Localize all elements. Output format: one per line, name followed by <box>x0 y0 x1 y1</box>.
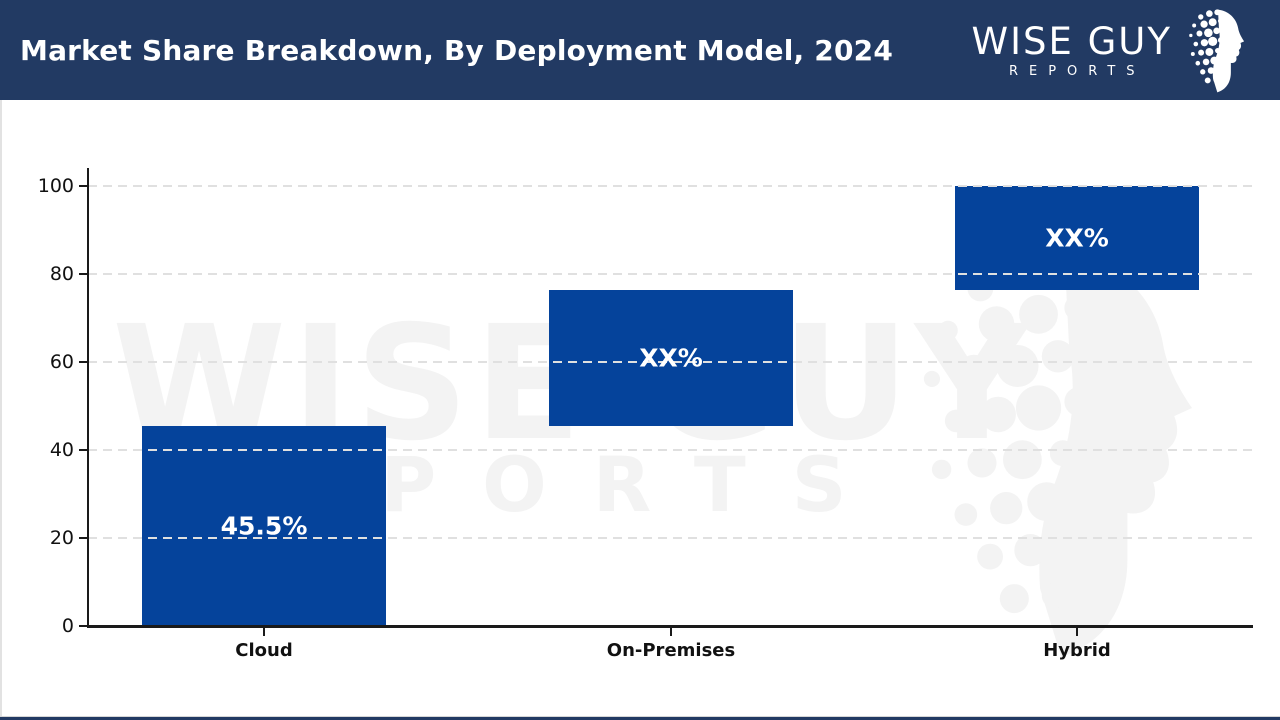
logo-head-icon <box>1189 9 1245 93</box>
bar-on-premises <box>549 289 793 426</box>
footer-strip <box>0 717 1280 720</box>
y-tick-label: 40 <box>49 439 74 461</box>
y-tick <box>79 185 88 187</box>
x-tick <box>263 627 265 636</box>
logo-subtitle: REPORTS <box>1008 63 1146 79</box>
y-tick <box>79 449 88 451</box>
y-tick-label: 80 <box>49 263 74 285</box>
x-tick <box>1076 627 1078 636</box>
footer-hairline <box>0 716 1280 717</box>
y-tick-label: 100 <box>37 175 74 197</box>
y-tick-label: 0 <box>61 615 74 637</box>
x-axis-line <box>87 625 1253 628</box>
y-tick <box>79 625 88 627</box>
y-axis-line <box>87 168 89 628</box>
gridline-20 <box>88 537 1253 539</box>
gridline-100 <box>88 185 1253 187</box>
logo-text: WISE GUY REPORTS <box>972 23 1172 78</box>
chart-title: Market Share Breakdown, By Deployment Mo… <box>20 33 894 67</box>
wise-guy-reports-logo: WISE GUY REPORTS <box>972 7 1260 93</box>
y-tick <box>79 273 88 275</box>
y-tick <box>79 361 88 363</box>
chart-area: WISE GUY REPORTS 45.5% XX% <box>0 100 1280 714</box>
y-tick-label: 20 <box>49 527 74 549</box>
header: Market Share Breakdown, By Deployment Mo… <box>0 0 1280 100</box>
x-category-label: Cloud <box>235 640 293 661</box>
bar-value-label: 45.5% <box>220 511 308 541</box>
bar-value-label: XX% <box>1045 223 1109 253</box>
x-category-label: Hybrid <box>1043 640 1111 661</box>
x-category-label: On-Premises <box>606 640 736 661</box>
gridline-80 <box>88 273 1253 275</box>
y-tick-label: 60 <box>49 351 74 373</box>
page-left-border <box>0 100 2 717</box>
bar-value-label: XX% <box>639 343 703 373</box>
y-tick <box>79 537 88 539</box>
x-tick <box>670 627 672 636</box>
bar-cloud <box>142 425 386 626</box>
logo-wordmark: WISE GUY <box>971 19 1172 63</box>
gridline-60 <box>88 361 1253 363</box>
gridline-40 <box>88 449 1253 451</box>
